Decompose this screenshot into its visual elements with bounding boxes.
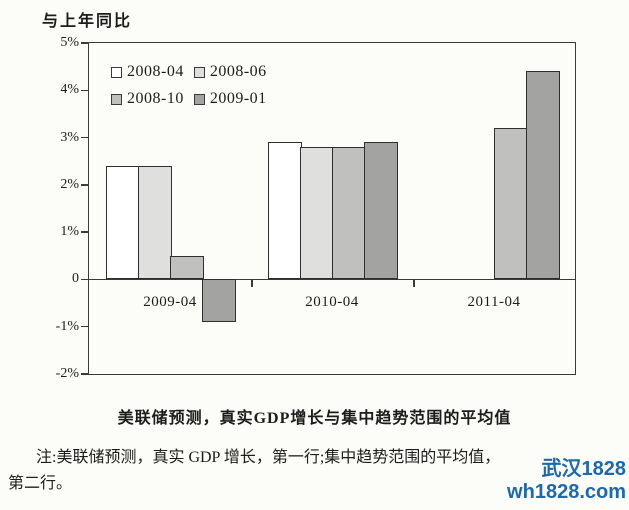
bar-2008-10-2010-04 (332, 147, 366, 280)
bar-2008-06-2010-04 (300, 147, 334, 280)
y-axis-tick-label: -2% (55, 366, 79, 381)
bar-2009-01-2011-04 (526, 71, 560, 280)
plot-area: 2008-04 2008-06 2008-10 2009-01 5% 4% 3% 2% 1% 0… (56, 35, 576, 381)
legend-item-2008-10: 2008-10 (111, 90, 184, 108)
bar-2009-01-2009-04 (202, 279, 236, 322)
legend-label: 2008-06 (209, 63, 267, 80)
y-axis-tick (81, 325, 88, 328)
zero-axis-line (89, 278, 575, 281)
category-label-2009-04: 2009-04 (143, 294, 197, 311)
bar-2008-06-2009-04 (138, 165, 172, 280)
watermark-url: wh1828.com (507, 481, 626, 503)
y-axis-tick (81, 184, 88, 186)
legend-swatch-icon (193, 66, 205, 78)
chart-title: 与上年同比 (42, 13, 133, 30)
legend-item-2009-01: 2009-01 (193, 90, 267, 108)
bar-2008-04-2009-04 (106, 165, 140, 280)
y-axis-tick (81, 231, 88, 233)
legend-swatch-icon (193, 93, 205, 105)
y-axis-tick-label: 5% (60, 35, 79, 50)
y-axis-tick-label: 2% (60, 176, 79, 192)
legend-label: 2008-10 (127, 90, 184, 107)
y-axis-tick (81, 89, 88, 92)
watermark-name: 武汉1828 (541, 458, 627, 480)
y-axis-tick (81, 42, 88, 44)
bar-2008-10-2011-04 (494, 128, 528, 280)
legend-label: 2008-04 (127, 63, 184, 80)
legend-item-2008-04: 2008-04 (111, 63, 184, 81)
footnote-line-1: 注:美联储预测，真实 GDP 增长，第一行;集中趋势范围的平均值， (36, 449, 501, 466)
y-axis-tick (81, 278, 88, 281)
chart-legend: 2008-04 2008-06 2008-10 2009-01 (111, 63, 267, 108)
y-axis-tick (81, 136, 88, 139)
watermark: 武汉1828 wh1828.com (507, 458, 626, 504)
bar-2008-10-2009-04 (170, 255, 204, 280)
y-axis-tick-label: 1% (60, 224, 79, 240)
category-label-2011-04: 2011-04 (467, 294, 521, 311)
y-axis-tick (81, 373, 88, 375)
legend-label: 2009-01 (209, 90, 267, 107)
x-axis-tick (251, 279, 253, 288)
bar-2009-01-2010-04 (364, 142, 398, 280)
legend-item-2008-06: 2008-06 (193, 63, 267, 81)
x-axis-tick (413, 279, 415, 288)
legend-swatch-icon (111, 66, 122, 78)
y-axis-tick-label: 4% (60, 82, 79, 98)
chart-caption: 美联储预测，真实GDP增长与集中趋势范围的平均值 (117, 410, 512, 427)
legend-swatch-icon (111, 93, 122, 105)
y-axis-tick-label: 0 (72, 271, 79, 287)
footnote-line-2: 第二行。 (8, 475, 73, 492)
footnote: 注:美联储预测，真实 GDP 增长，第一行;集中趋势范围的平均值， 第二行。 (8, 445, 608, 497)
bar-2008-04-2010-04 (268, 142, 302, 280)
y-axis-tick-label: 3% (60, 129, 79, 145)
category-label-2010-04: 2010-04 (305, 294, 359, 311)
y-axis-tick-label: -1% (55, 318, 79, 334)
